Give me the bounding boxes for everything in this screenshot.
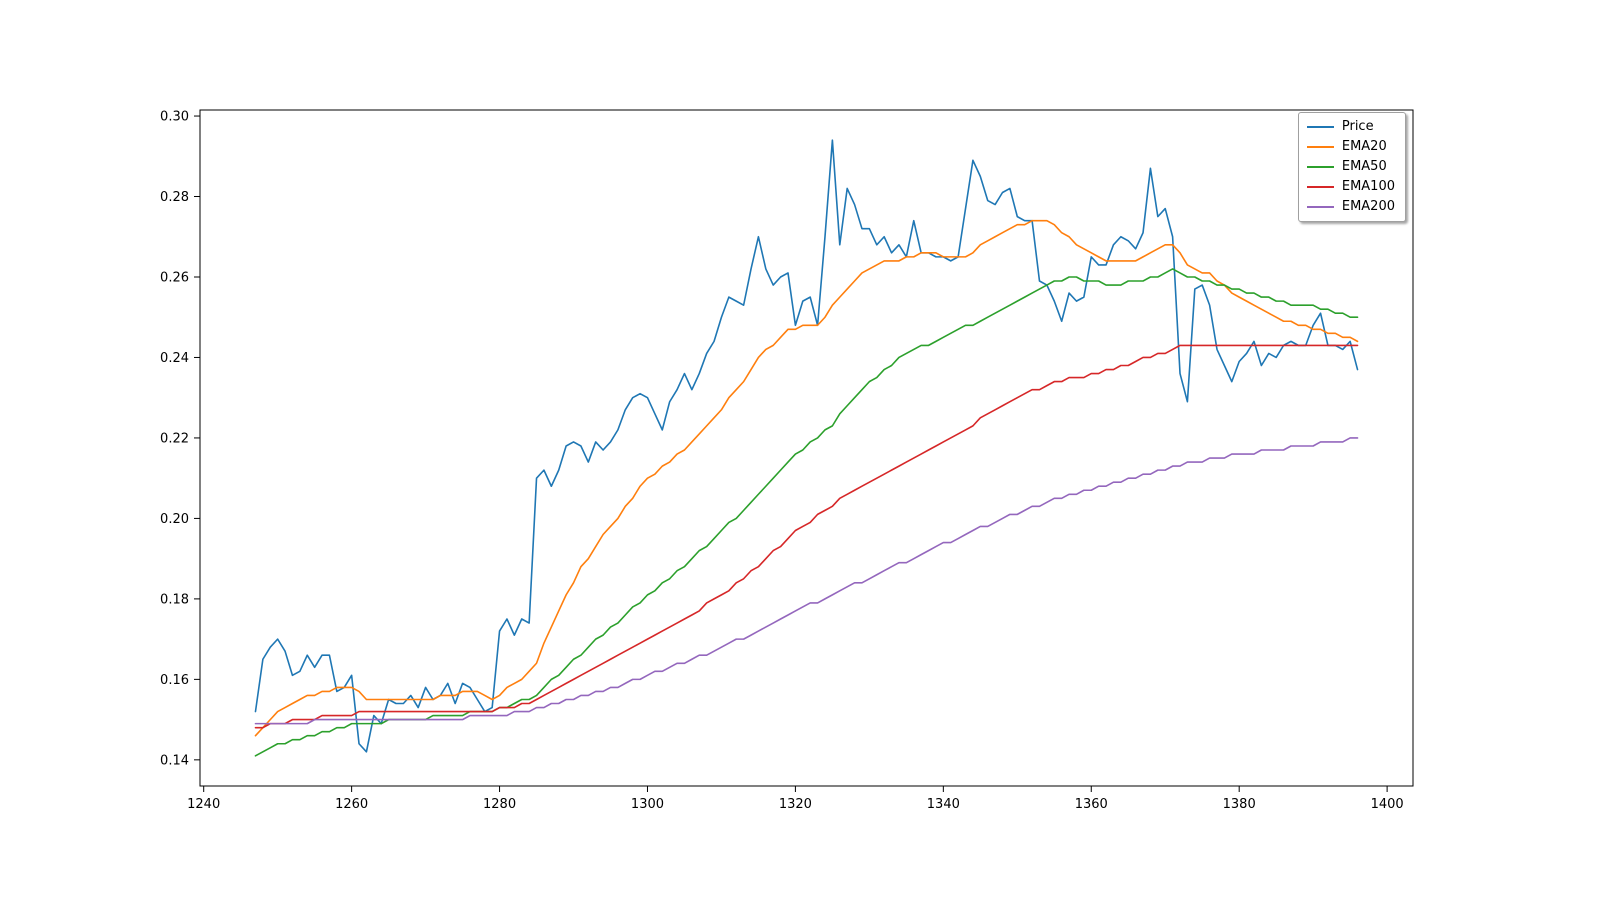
- series-line-ema100: [254, 344, 1359, 729]
- y-tick-label: 0.14: [160, 753, 189, 768]
- legend-item-ema20: EMA20: [1306, 138, 1395, 155]
- price-line-sample-icon: [1306, 125, 1334, 128]
- legend: Price EMA20 EMA50 EMA100 EMA200: [1297, 112, 1406, 222]
- y-tick-label: 0.30: [160, 110, 189, 125]
- legend-item-price: Price: [1306, 118, 1395, 135]
- x-tick-label: 1300: [631, 797, 664, 812]
- axes-frame: [199, 109, 1414, 787]
- legend-item-ema50: EMA50: [1306, 158, 1395, 175]
- legend-label-ema20: EMA20: [1341, 139, 1387, 154]
- x-tick-label: 1240: [187, 797, 220, 812]
- series-line-ema200: [254, 437, 1359, 725]
- legend-label-ema50: EMA50: [1341, 159, 1387, 174]
- x-tick-label: 1400: [1371, 797, 1404, 812]
- y-tick-label: 0.26: [160, 270, 189, 285]
- x-tick-label: 1320: [779, 797, 812, 812]
- ema100-line-sample-icon: [1306, 185, 1334, 188]
- y-tick-label: 0.28: [160, 190, 189, 205]
- legend-label-price: Price: [1341, 119, 1374, 134]
- legend-label-ema100: EMA100: [1341, 179, 1395, 194]
- legend-item-ema200: EMA200: [1306, 198, 1395, 215]
- legend-label-ema200: EMA200: [1341, 199, 1395, 214]
- x-tick-label: 1360: [1075, 797, 1108, 812]
- x-tick-label: 1340: [927, 797, 960, 812]
- ema200-line-sample-icon: [1306, 205, 1334, 208]
- ema20-line-sample-icon: [1306, 145, 1334, 148]
- ema50-line-sample-icon: [1306, 165, 1334, 168]
- y-tick-label: 0.18: [160, 592, 189, 607]
- y-tick-label: 0.24: [160, 351, 189, 366]
- x-tick-label: 1280: [483, 797, 516, 812]
- y-tick-label: 0.20: [160, 512, 189, 527]
- legend-item-ema100: EMA100: [1306, 178, 1395, 195]
- x-tick-label: 1260: [335, 797, 368, 812]
- series-line-ema50: [254, 268, 1359, 757]
- x-tick-label: 1380: [1223, 797, 1256, 812]
- y-tick-label: 0.16: [160, 673, 189, 688]
- y-tick-label: 0.22: [160, 431, 189, 446]
- series-line-ema20: [254, 219, 1359, 737]
